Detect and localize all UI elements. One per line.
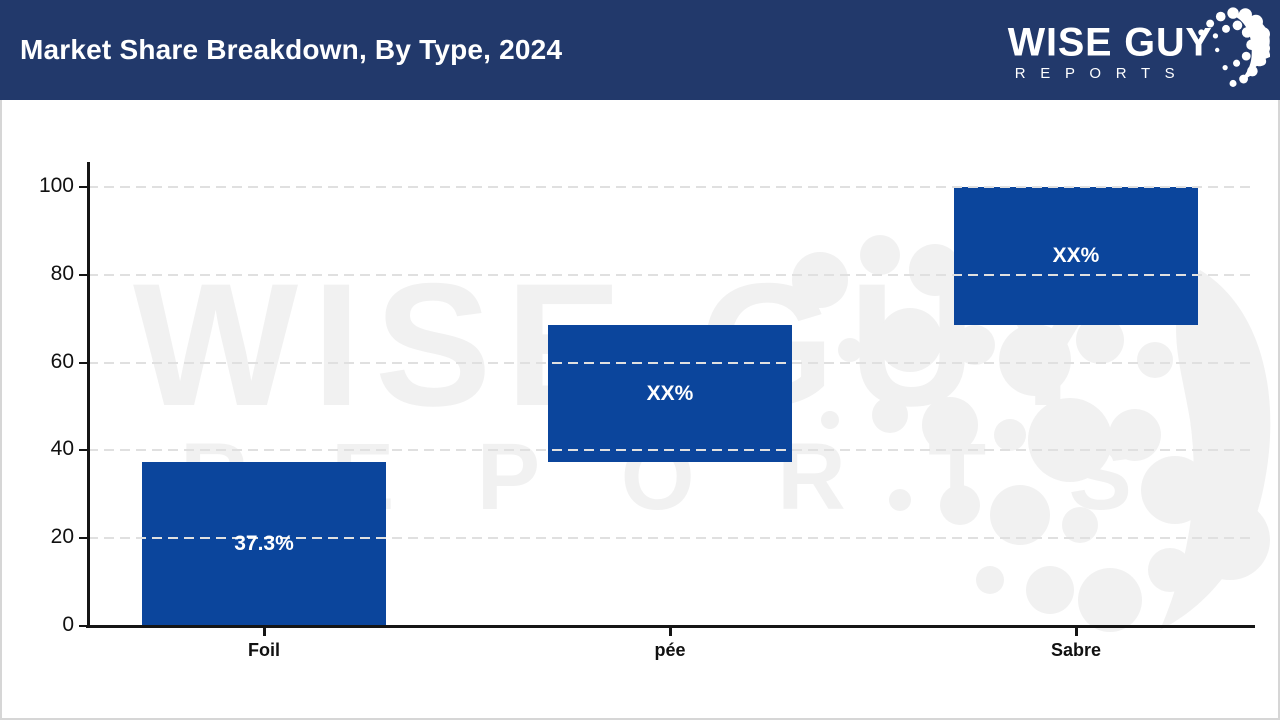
gridline	[88, 273, 1253, 276]
frame-border-left	[0, 100, 2, 720]
logo-face-icon	[1198, 7, 1270, 87]
page-title: Market Share Breakdown, By Type, 2024	[20, 34, 563, 65]
y-axis-tick-label: 0	[62, 613, 74, 636]
y-axis-tick-label: 80	[50, 261, 74, 285]
y-axis-tick-label: 100	[38, 174, 74, 197]
wise-guy-reports-logo: WISE GUY R E P O R T S	[1008, 7, 1270, 87]
bar-value-label: XX%	[1052, 244, 1100, 268]
header-bar: Market Share Breakdown, By Type, 2024 WI…	[0, 0, 1280, 100]
frame-border-bottom	[0, 718, 1280, 720]
gridline	[88, 186, 1253, 188]
gridline	[88, 537, 1253, 540]
y-axis-tick-label: 20	[50, 525, 74, 549]
x-axis-tick	[1075, 628, 1078, 636]
x-axis-category-label: Sabre	[1050, 640, 1102, 660]
bar-value-label: XX%	[646, 381, 694, 405]
y-axis-tick	[79, 273, 88, 276]
x-axis-line	[86, 625, 1255, 628]
bar-pée	[548, 325, 792, 463]
y-axis-line	[87, 162, 90, 628]
bar-value-label: 37.3%	[234, 532, 294, 556]
bar-Foil	[142, 462, 386, 626]
logo-subtext: R E P O R T S	[1015, 65, 1180, 82]
y-axis-tick	[79, 537, 88, 540]
y-axis-tick-label: 60	[50, 349, 74, 373]
gridline	[88, 449, 1253, 452]
y-axis-tick	[79, 625, 88, 627]
x-axis-tick	[263, 628, 266, 636]
x-axis-category-label: pée	[654, 640, 686, 660]
y-axis-tick	[79, 449, 88, 452]
frame-border-right	[1278, 100, 1280, 720]
y-axis-tick	[79, 186, 88, 188]
y-axis-tick	[79, 361, 88, 364]
x-axis-tick	[669, 628, 672, 636]
y-axis-tick-label: 40	[50, 437, 74, 461]
x-axis-category-label: Foil	[248, 640, 280, 660]
gridline	[88, 361, 1253, 364]
logo-wordmark: WISE GUY	[1008, 20, 1213, 64]
